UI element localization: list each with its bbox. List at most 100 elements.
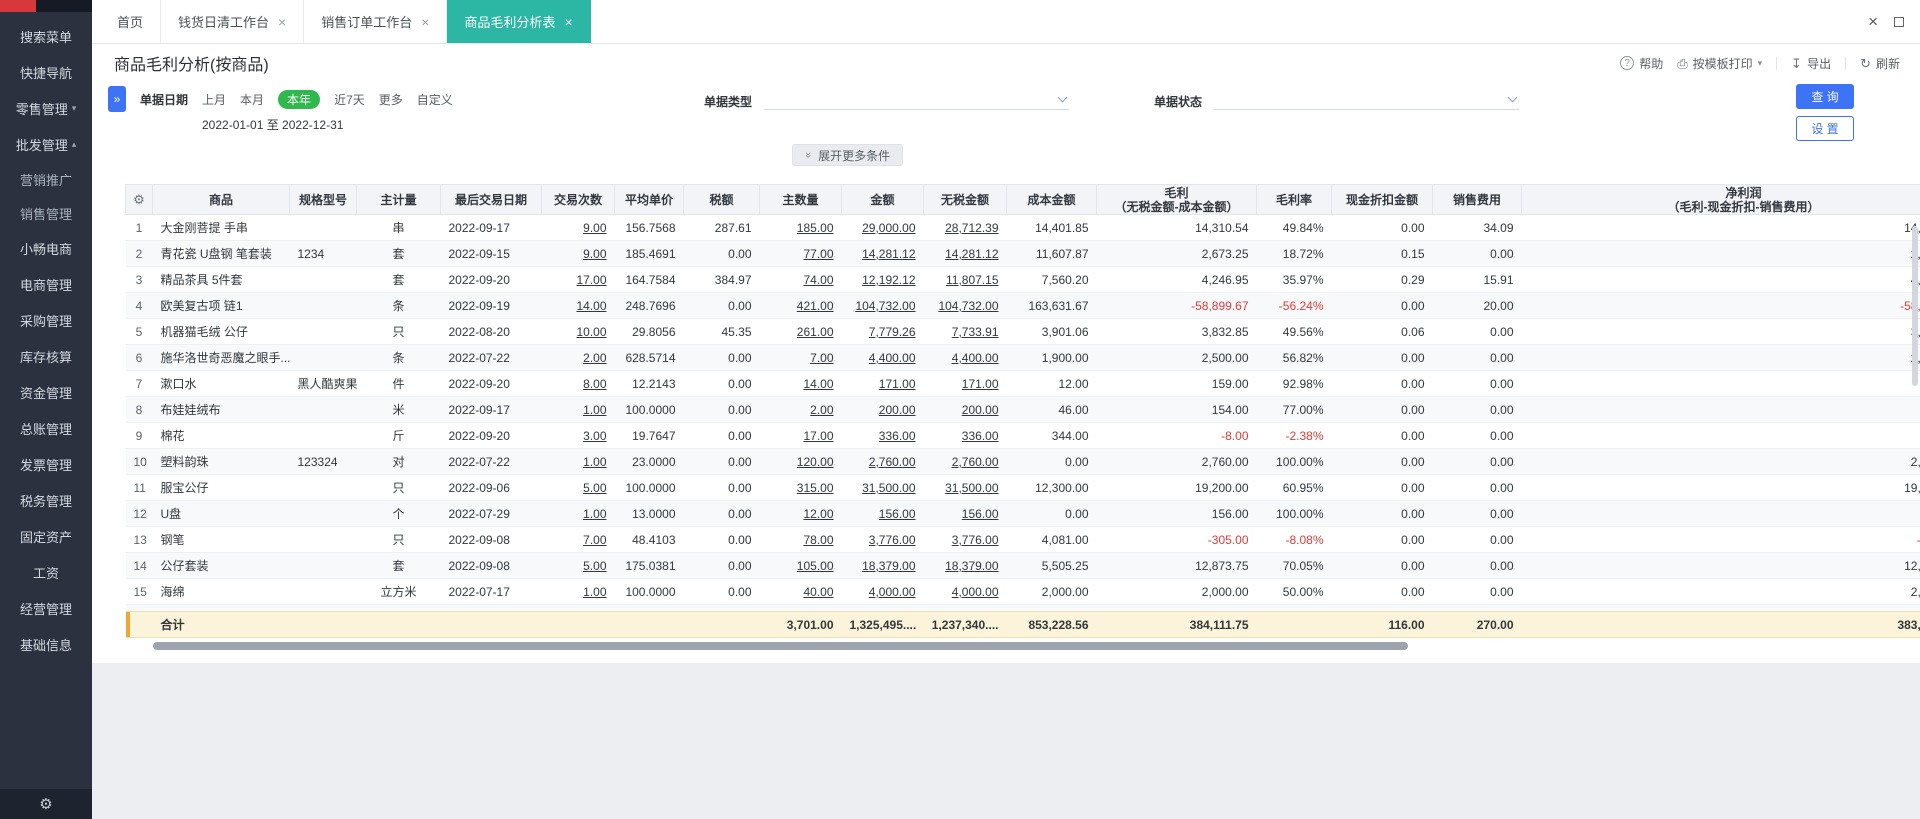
drilldown-link[interactable]: 7.00 (810, 350, 834, 365)
cell-txn_count[interactable]: 1.00 (541, 396, 615, 423)
drilldown-link[interactable]: 14.00 (576, 298, 607, 313)
cell-amount[interactable]: 4,000.00 (841, 578, 924, 605)
table-row[interactable]: 2 青花瓷 U盘钢 笔套装 1234 套 2022-09-15 9.00 185.4691 0… (125, 240, 1920, 267)
drilldown-link[interactable]: 4,400.00 (868, 350, 916, 365)
sidebar-item-general-ledger[interactable]: 总账管理 (0, 410, 92, 446)
sidebar-item-funds-mgmt[interactable]: 资金管理 (0, 374, 92, 410)
drilldown-link[interactable]: 156.00 (961, 506, 999, 521)
drilldown-link[interactable]: 2.00 (583, 350, 607, 365)
cell-tax_free_amount[interactable]: 4,000.00 (923, 578, 1007, 605)
col-header-cash_discount[interactable]: 现金折扣金额 (1331, 184, 1433, 215)
sidebar-item-ecommerce-mgmt[interactable]: 电商管理 (0, 266, 92, 302)
cell-qty[interactable]: 261.00 (759, 318, 842, 345)
col-header-txn_count[interactable]: 交易次数 (541, 184, 615, 215)
cell-txn_count[interactable]: 8.00 (541, 370, 615, 397)
help-button[interactable]: ? 帮助 (1620, 55, 1663, 72)
sidebar-item-tax-mgmt[interactable]: 税务管理 (0, 482, 92, 518)
col-header-margin[interactable]: 毛利率 (1256, 184, 1332, 215)
cell-qty[interactable]: 14.00 (759, 370, 842, 397)
table-row[interactable]: 15 海绵 立方米 2022-07-17 1.00 100.0000 0.00 40.00 4,… (125, 578, 1920, 605)
drilldown-link[interactable]: 12.00 (803, 506, 834, 521)
cell-qty[interactable]: 77.00 (759, 240, 842, 267)
vertical-scrollbar[interactable] (1912, 226, 1918, 386)
close-icon[interactable]: × (421, 13, 430, 30)
cell-tax_free_amount[interactable]: 200.00 (923, 396, 1007, 423)
table-row[interactable]: 12 U盘个 2022-07-29 1.00 13.0000 0.00 12.00 156.0… (125, 500, 1920, 527)
cell-qty[interactable]: 105.00 (759, 552, 842, 579)
sidebar-item-payroll[interactable]: 工资 (0, 554, 92, 590)
col-header-product[interactable]: 商品 (152, 184, 290, 215)
cell-amount[interactable]: 3,776.00 (841, 526, 924, 553)
sidebar-item-search-menu[interactable]: 搜索菜单 (0, 18, 92, 54)
table-row-clipped[interactable] (125, 604, 1920, 612)
refresh-button[interactable]: ↻ 刷新 (1860, 55, 1900, 71)
col-header-qty[interactable]: 主数量 (759, 184, 842, 215)
cell-txn_count[interactable]: 3.00 (541, 422, 615, 449)
col-header-last_date[interactable]: 最后交易日期 (440, 184, 542, 215)
sidebar-item-marketing-promo[interactable]: 营销推广 (0, 162, 92, 196)
cell-qty[interactable]: 421.00 (759, 292, 842, 319)
gear-icon[interactable]: ⚙ (39, 796, 53, 813)
drilldown-link[interactable]: 1.00 (583, 402, 607, 417)
cell-txn_count[interactable]: 1.00 (541, 500, 615, 527)
drilldown-link[interactable]: 74.00 (803, 272, 834, 287)
drilldown-link[interactable]: 3.00 (583, 428, 607, 443)
drilldown-link[interactable]: 105.00 (796, 558, 834, 573)
cell-txn_count[interactable]: 1.00 (541, 448, 615, 475)
table-row[interactable]: 1 大金刚菩提 手串 串 2022-09-17 9.00 156.7568 287.61 18… (125, 214, 1920, 241)
drilldown-link[interactable]: 2,760.00 (951, 454, 999, 469)
cell-qty[interactable]: 40.00 (759, 578, 842, 605)
date-option-more[interactable]: 更多 (378, 93, 403, 107)
cell-txn_count[interactable]: 9.00 (541, 214, 615, 241)
col-header-gross_profit[interactable]: 毛利 （无税金额-成本金额） (1096, 184, 1257, 215)
cell-qty[interactable]: 3,701.00 (759, 611, 842, 638)
print-by-template-button[interactable]: ⎙ 按模板打印 ▾ (1677, 55, 1763, 71)
drilldown-link[interactable]: 200.00 (878, 402, 916, 417)
sidebar-item-business-mgmt[interactable]: 经营管理 (0, 590, 92, 626)
cell-amount[interactable]: 31,500.00 (841, 474, 924, 501)
cell-amount[interactable]: 18,379.00 (841, 552, 924, 579)
sidebar-item-fixed-assets[interactable]: 固定资产 (0, 518, 92, 554)
drilldown-link[interactable]: 1.00 (583, 506, 607, 521)
drilldown-link[interactable]: 171.00 (961, 376, 999, 391)
cell-amount[interactable]: 14,281.12 (841, 240, 924, 267)
close-icon[interactable]: × (1868, 12, 1878, 31)
sidebar-item-purchase-mgmt[interactable]: 采购管理 (0, 302, 92, 338)
cell-amount[interactable]: 4,400.00 (841, 344, 924, 371)
cell-txn_count[interactable]: 10.00 (541, 318, 615, 345)
cell-tax_free_amount[interactable]: 104,732.00 (923, 292, 1007, 319)
cell-qty[interactable]: 315.00 (759, 474, 842, 501)
date-option-this-year[interactable]: 本年 (278, 90, 321, 109)
table-row[interactable]: 14 公仔套装套 2022-09-08 5.00 175.0381 0.00 105.00 1… (125, 552, 1920, 579)
cell-tax_free_amount[interactable]: 336.00 (923, 422, 1007, 449)
sidebar-item-retail-mgmt[interactable]: 零售管理 ▾ (0, 90, 92, 126)
col-header-cost[interactable]: 成本金额 (1006, 184, 1097, 215)
drilldown-link[interactable]: 185.00 (796, 220, 834, 235)
cell-amount[interactable]: 200.00 (841, 396, 924, 423)
drilldown-link[interactable]: 17.00 (803, 428, 834, 443)
column-settings-icon[interactable]: ⚙ (133, 191, 145, 207)
cell-amount[interactable]: 156.00 (841, 500, 924, 527)
maximize-icon[interactable] (1894, 16, 1904, 27)
query-button[interactable]: 查 询 (1796, 84, 1854, 109)
table-row[interactable]: 4 欧美复古项 链1 条 2022-09-19 14.00 248.7696 0.00 421… (125, 292, 1920, 319)
drilldown-link[interactable]: 31,500.00 (862, 480, 916, 495)
sidebar-item-xiaochang-ecommerce[interactable]: 小畅电商 (0, 230, 92, 266)
sidebar-item-invoice-mgmt[interactable]: 发票管理 (0, 446, 92, 482)
col-header-net_profit[interactable]: 净利润 （毛利-现金折扣-销售费用） (1521, 184, 1920, 215)
cell-txn_count[interactable]: 14.00 (541, 292, 615, 319)
cell-amount[interactable]: 7,779.26 (841, 318, 924, 345)
drilldown-link[interactable]: 7,733.91 (951, 324, 999, 339)
cell-amount[interactable]: 104,732.00 (841, 292, 924, 319)
drilldown-link[interactable]: 14,281.12 (862, 246, 916, 261)
cell-txn_count[interactable]: 5.00 (541, 474, 615, 501)
cell-qty[interactable]: 120.00 (759, 448, 842, 475)
drilldown-link[interactable]: 1,325,495.... (849, 617, 917, 632)
date-option-custom[interactable]: 自定义 (416, 93, 453, 107)
cell-tax_free_amount[interactable]: 1,237,340.... (923, 611, 1007, 638)
drilldown-link[interactable]: 18,379.00 (945, 558, 999, 573)
date-range-value[interactable]: 2022-01-01 至 2022-12-31 (202, 118, 344, 132)
drilldown-link[interactable]: 421.00 (796, 298, 834, 313)
drilldown-link[interactable]: 9.00 (583, 220, 607, 235)
cell-amount[interactable]: 12,192.12 (841, 266, 924, 293)
